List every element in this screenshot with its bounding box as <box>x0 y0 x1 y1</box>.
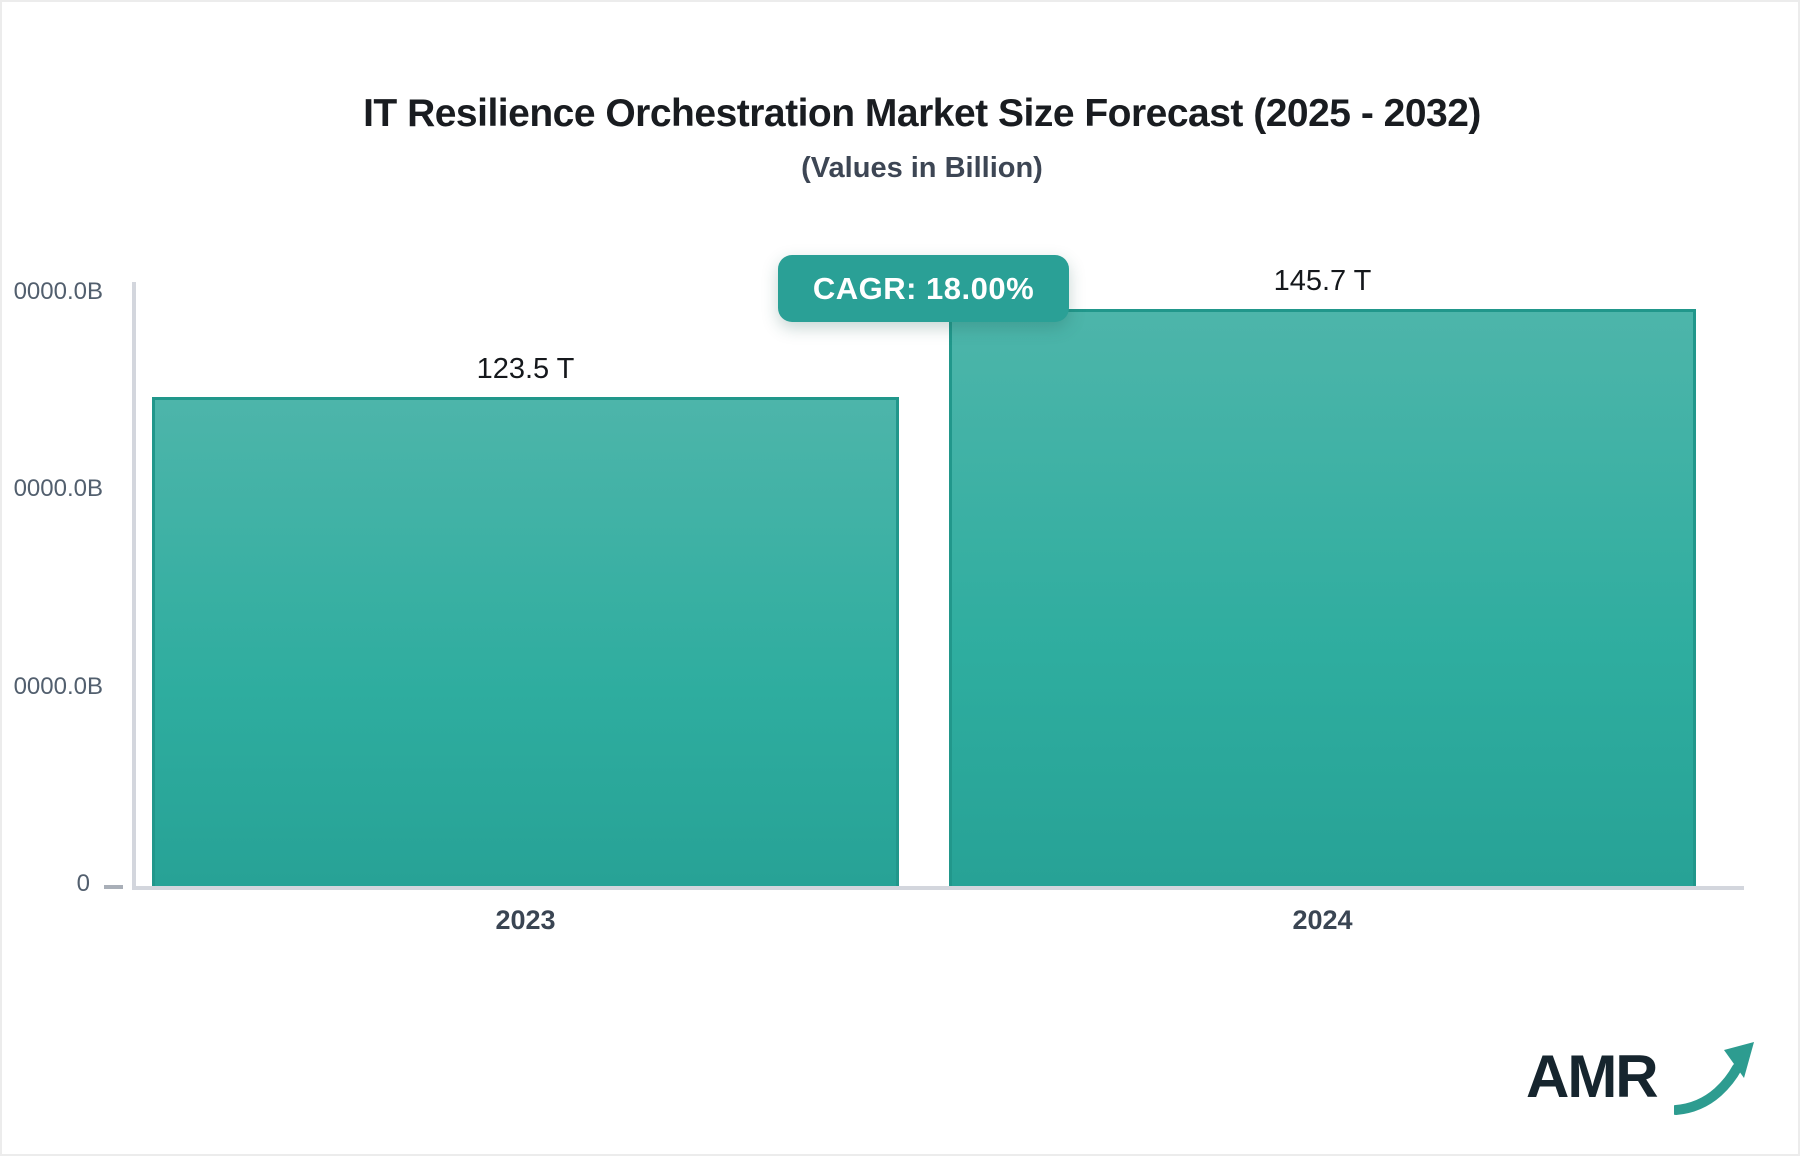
zero-tick-mark <box>104 885 123 889</box>
bar-2023: 123.5 T <box>152 353 899 886</box>
y-tick-label: 0000.0B <box>13 278 103 305</box>
plot-area: 123.5 T 145.7 T <box>2 265 1798 886</box>
y-tick-label: 0000.0B <box>13 475 103 502</box>
y-axis-line <box>132 282 136 888</box>
chart-subtitle: (Values in Billion) <box>801 152 1043 184</box>
amr-logo-text: AMR <box>1526 1043 1659 1110</box>
bar-value-label: 123.5 T <box>476 352 575 385</box>
cagr-badge: CAGR: 18.00% <box>778 255 1069 322</box>
x-tick-label-2023: 2023 <box>495 905 556 935</box>
bar-value-label: 145.7 T <box>1273 265 1372 298</box>
y-tick-label-zero: 0 <box>76 870 90 897</box>
x-axis-line <box>132 886 1744 890</box>
growth-arrow-icon <box>1674 1042 1754 1115</box>
y-tick-label: 0000.0B <box>13 673 103 700</box>
x-tick-label-2024: 2024 <box>1292 905 1353 935</box>
amr-logo: AMR <box>1526 1034 1756 1124</box>
page-title: IT Resilience Orchestration Market Size … <box>363 92 1481 135</box>
bar-2024: 145.7 T <box>949 265 1696 886</box>
